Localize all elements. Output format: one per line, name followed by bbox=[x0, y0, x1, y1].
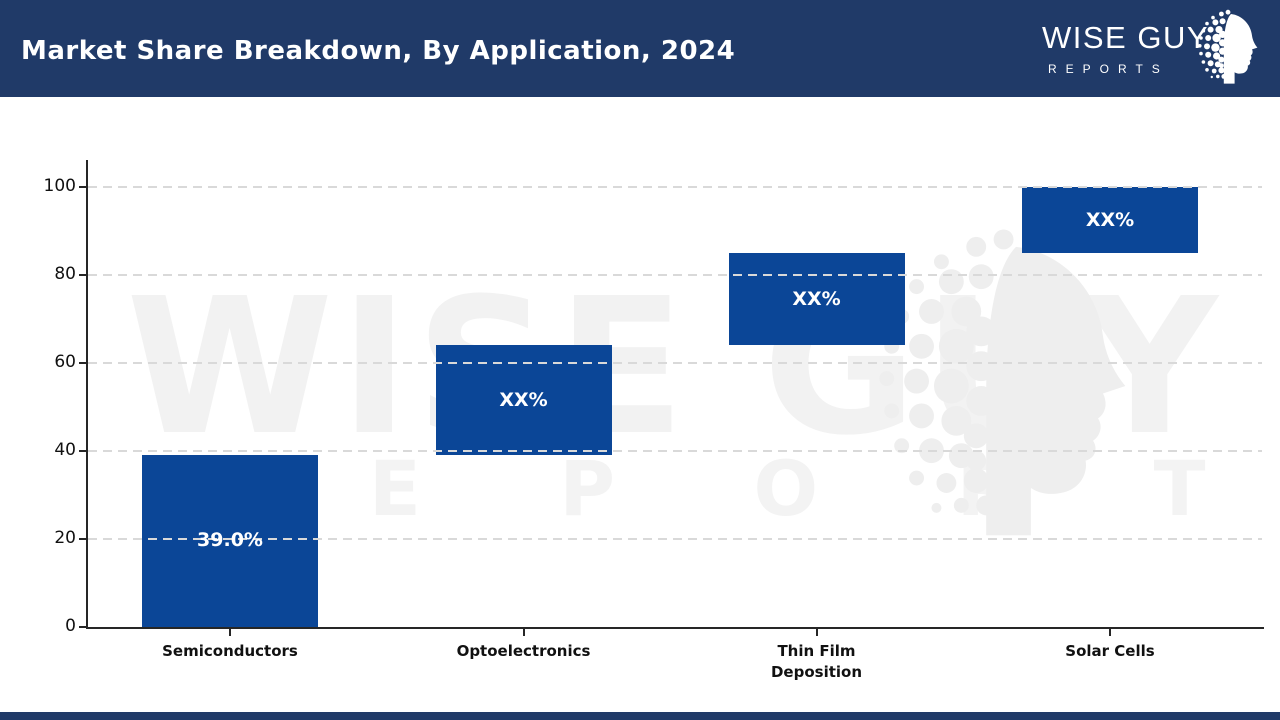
y-axis-tick-mark bbox=[79, 274, 86, 276]
bar-value-label: XX% bbox=[499, 389, 548, 412]
bar-value-label: XX% bbox=[1085, 209, 1135, 231]
logo-subtitle: REPORTS bbox=[1048, 62, 1169, 76]
logo-wordmark: WISE GUY bbox=[1042, 20, 1210, 55]
wise-guy-reports-logo: WISE GUY REPORTS bbox=[1032, 4, 1276, 94]
gridline-60 bbox=[88, 362, 1262, 364]
dotted-head-icon bbox=[1190, 8, 1272, 92]
x-axis-category-label: Thin Film Deposition bbox=[770, 642, 863, 681]
y-axis-tick-mark bbox=[79, 626, 86, 628]
x-axis-tick-mark bbox=[1109, 629, 1111, 636]
x-axis-line bbox=[86, 627, 1264, 629]
y-axis-tick-mark bbox=[79, 538, 86, 540]
y-axis-tick-label: 60 bbox=[54, 352, 76, 372]
chart-title: Market Share Breakdown, By Application, … bbox=[21, 36, 736, 66]
watermark-head-icon bbox=[866, 222, 1166, 570]
bar-segment bbox=[728, 253, 905, 346]
gridline-20 bbox=[88, 538, 1262, 540]
y-axis-line bbox=[86, 160, 88, 629]
watermark-subtitle: R E P O R T S bbox=[172, 444, 1280, 533]
bar-value-label: 39.0% bbox=[197, 529, 263, 552]
y-axis-tick-label: 80 bbox=[54, 264, 76, 284]
y-axis-tick-mark bbox=[79, 450, 86, 452]
x-axis-category-label: Optoelectronics bbox=[456, 642, 591, 660]
x-axis-category-label: Solar Cells bbox=[1065, 642, 1155, 660]
gridline-100 bbox=[88, 186, 1262, 188]
x-axis-category-label: Semiconductors bbox=[162, 642, 298, 660]
x-axis-tick-mark bbox=[815, 629, 818, 636]
gridline-40 bbox=[88, 450, 1262, 452]
y-axis-tick-mark bbox=[79, 186, 86, 188]
y-axis-tick-label: 40 bbox=[54, 440, 76, 460]
y-axis-tick-label: 100 bbox=[43, 176, 76, 196]
y-axis-tick-mark bbox=[79, 362, 86, 364]
gridline-80 bbox=[88, 274, 1262, 276]
bar-segment bbox=[142, 455, 318, 627]
bar-segment bbox=[1022, 187, 1198, 253]
x-axis-tick-mark bbox=[229, 629, 231, 636]
y-axis-tick-label: 20 bbox=[54, 528, 76, 548]
header-band: Market Share Breakdown, By Application, … bbox=[0, 0, 1280, 97]
bar-value-label: XX% bbox=[792, 288, 841, 310]
footer-band bbox=[0, 712, 1280, 720]
y-axis-tick-label: 0 bbox=[65, 616, 76, 636]
x-axis-tick-mark bbox=[522, 629, 525, 636]
